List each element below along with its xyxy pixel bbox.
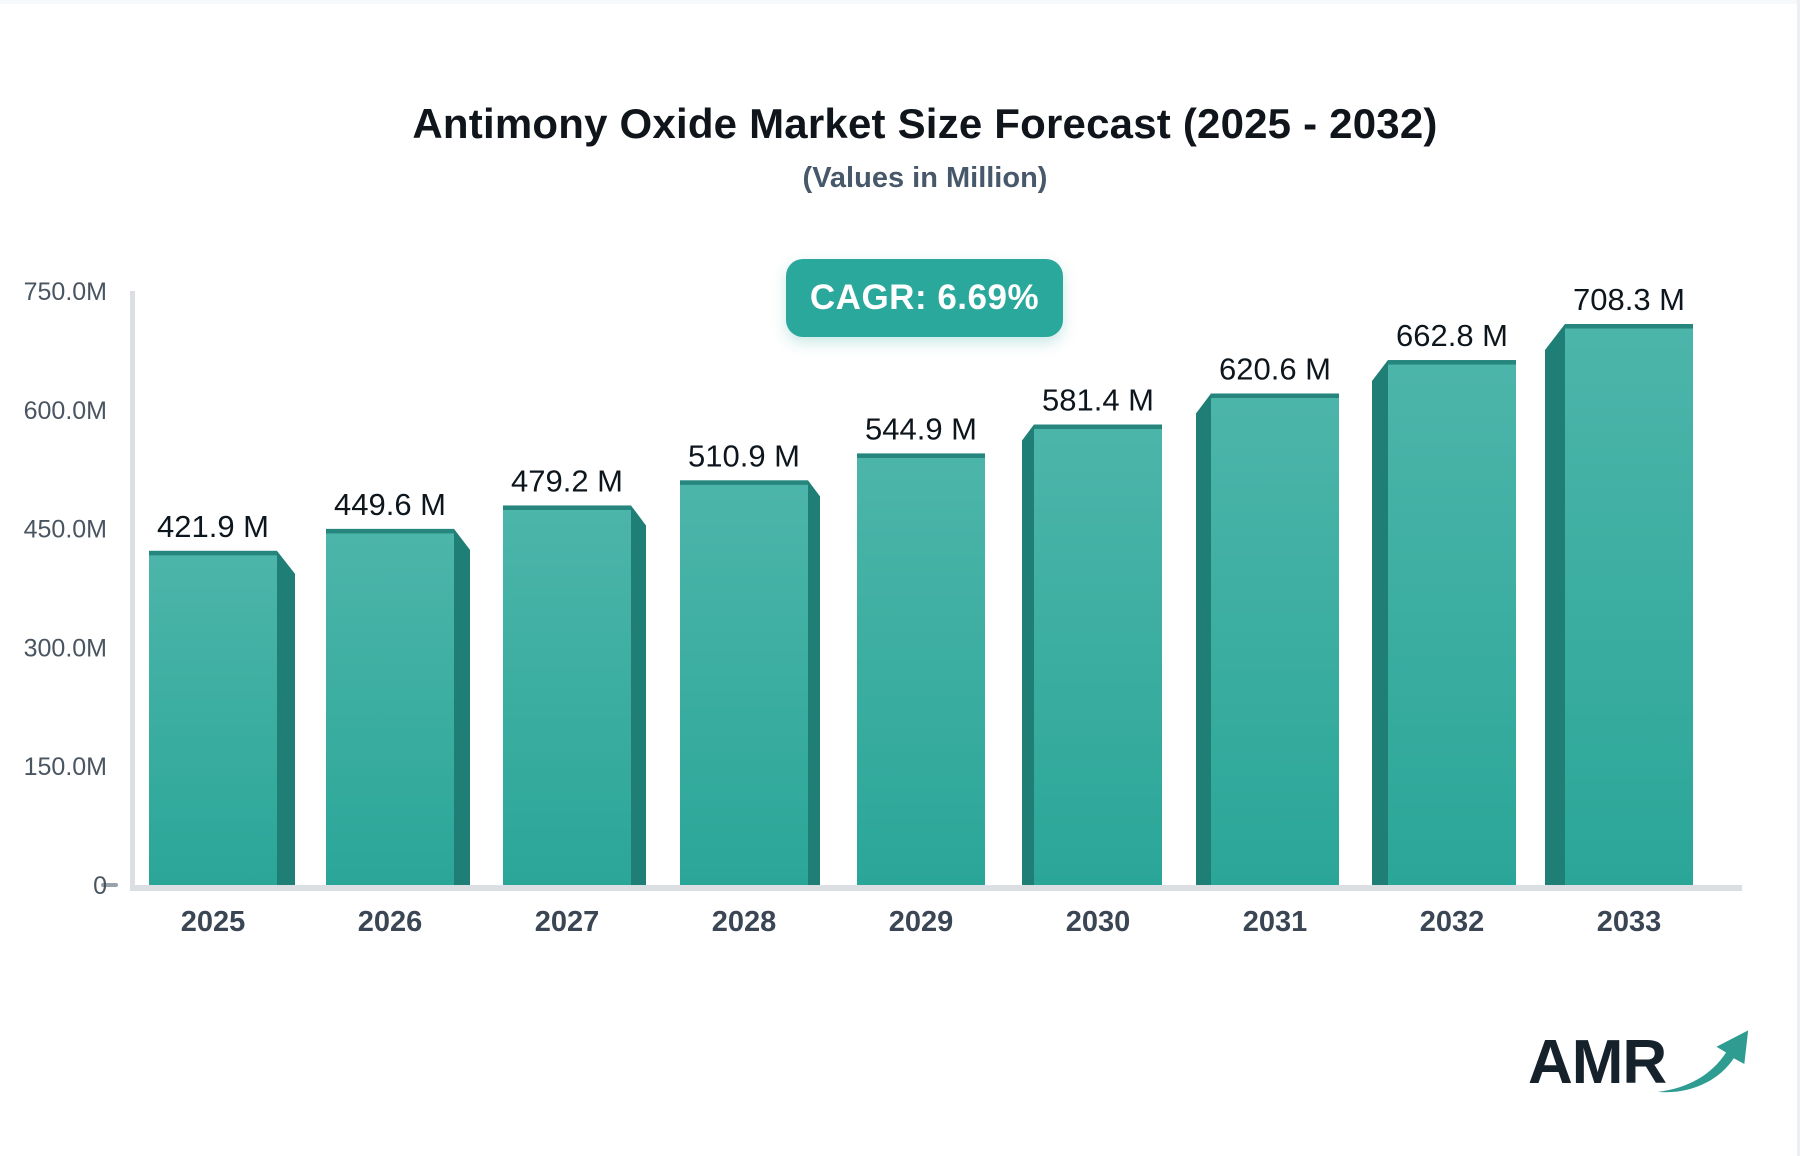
amr-logo-text: AMR [1528, 1028, 1667, 1097]
y-tick-label-0: 0 [93, 872, 107, 900]
bars-layer [149, 324, 1693, 886]
x-tick-label-2030: 2030 [1066, 906, 1131, 938]
amr-logo: AMR [1528, 1026, 1752, 1100]
bar-value-label-2033: 708.3 M [1573, 282, 1685, 317]
x-tick-label-2033: 2033 [1597, 906, 1662, 938]
y-tick-label-150.0M: 150.0M [24, 753, 107, 781]
bar-top-edge-2031 [1211, 393, 1339, 398]
bar-top-edge-2033 [1565, 324, 1693, 329]
x-axis-line [130, 885, 1742, 891]
bar-side-2032 [1372, 360, 1388, 886]
x-tick-label-2032: 2032 [1420, 906, 1485, 938]
y-tick-label-600.0M: 600.0M [24, 397, 107, 425]
y-axis-line [130, 291, 135, 891]
bar-value-label-2028: 510.9 M [688, 438, 800, 473]
bar-value-label-2031: 620.6 M [1219, 351, 1331, 386]
growth-arrow-icon [1658, 1030, 1749, 1093]
cagr-badge-label: CAGR: 6.69% [809, 278, 1040, 317]
right-border [1797, 0, 1800, 1156]
bar-side-2031 [1196, 393, 1211, 885]
bar-2032 [1388, 360, 1516, 886]
bar-2030 [1034, 424, 1162, 885]
bar-side-2030 [1022, 424, 1034, 885]
bar-top-edge-2025 [149, 550, 277, 556]
bar-value-label-2025: 421.9 M [157, 509, 269, 544]
bar-value-label-2027: 479.2 M [511, 463, 623, 498]
bar-top-edge-2032 [1388, 360, 1516, 365]
bar-side-2033 [1545, 324, 1565, 886]
bar-value-label-2032: 662.8 M [1396, 318, 1508, 353]
bar-value-label-2029: 544.9 M [865, 411, 977, 446]
bar-2027 [503, 505, 631, 885]
y-tick-label-750.0M: 750.0M [24, 278, 107, 306]
y-tick-label-300.0M: 300.0M [24, 634, 107, 662]
bar-2025 [149, 550, 277, 885]
y-tick-label-450.0M: 450.0M [24, 516, 107, 544]
bar-value-label-2030: 581.4 M [1042, 383, 1154, 418]
bar-2026 [326, 528, 454, 885]
bar-top-edge-2029 [857, 453, 985, 458]
chart-subtitle: (Values in Million) [802, 162, 1048, 194]
bar-top-edge-2026 [326, 528, 454, 534]
bar-2033 [1565, 324, 1693, 886]
x-tick-label-2026: 2026 [358, 906, 423, 938]
x-tick-label-2029: 2029 [889, 906, 954, 938]
bar-top-edge-2030 [1034, 424, 1162, 430]
axis-layer [101, 291, 1742, 891]
bar-2028 [680, 480, 808, 885]
top-border [0, 0, 1800, 4]
chart-title: Antimony Oxide Market Size Forecast (202… [412, 100, 1438, 147]
bar-2031 [1211, 393, 1339, 885]
bar-top-edge-2027 [503, 505, 631, 510]
x-tick-label-2025: 2025 [181, 906, 246, 938]
labels-layer: 0 150.0M 300.0M 450.0M 600.0M 750.0M 421.9 M 20… [24, 278, 1685, 938]
bar-2029 [857, 453, 985, 885]
x-tick-label-2028: 2028 [712, 906, 777, 938]
bar-top-edge-2028 [680, 480, 808, 485]
x-tick-label-2027: 2027 [535, 906, 600, 938]
bar-side-2027 [631, 505, 646, 885]
x-tick-label-2031: 2031 [1243, 906, 1308, 938]
bar-side-2026 [454, 528, 470, 885]
bar-side-2028 [808, 480, 820, 885]
zero-tick-mark [101, 883, 118, 887]
cagr-badge: CAGR: 6.69% [786, 259, 1063, 337]
bar-side-2025 [277, 550, 295, 885]
bar-value-label-2026: 449.6 M [334, 487, 446, 522]
